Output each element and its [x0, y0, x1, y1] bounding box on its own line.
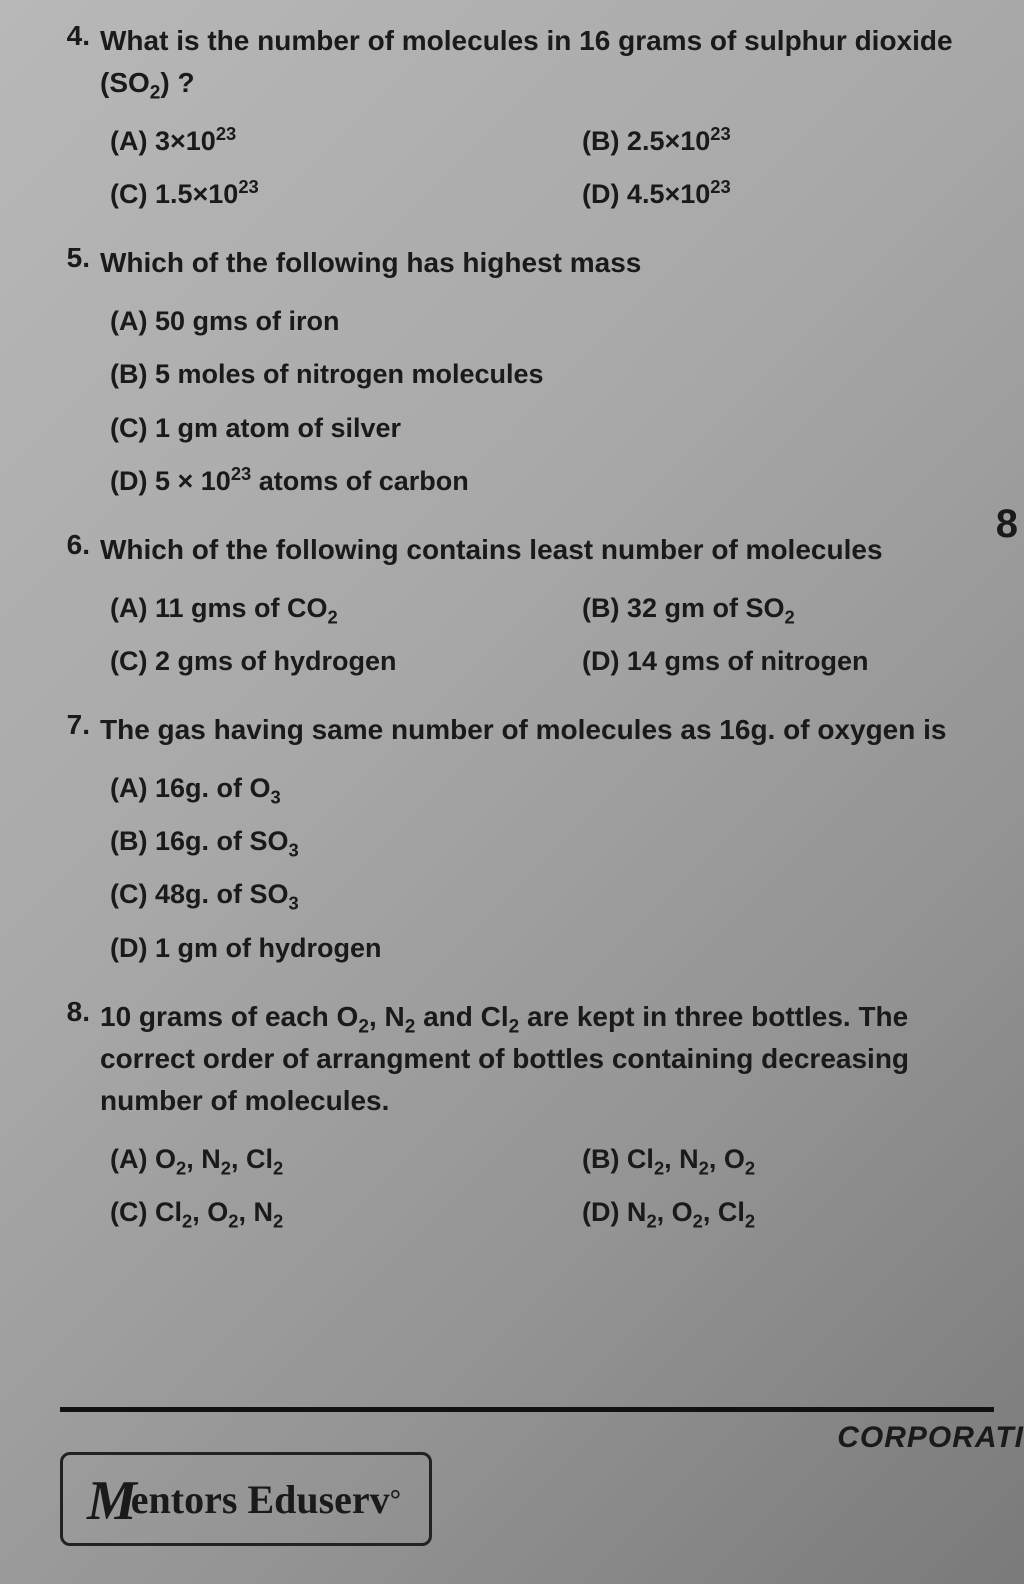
- question-stem: 10 grams of each O2, N2 and Cl2 are kept…: [100, 996, 984, 1122]
- question-number: 4.: [40, 20, 90, 52]
- options: (A) 16g. of O3 (B) 16g. of SO3 (C) 48g. of…: [110, 769, 984, 968]
- question-stem: Which of the following has highest mass: [100, 242, 984, 284]
- footer: CORPORATI Mentors Eduserv°: [60, 1407, 1024, 1546]
- logo-text: Mentors Eduserv°: [87, 1477, 401, 1522]
- option-row: (C) 2 gms of hydrogen(D) 14 gms of nitro…: [110, 642, 984, 681]
- option-row: (A) O2, N2, Cl2(B) Cl2, N2, O2: [110, 1140, 984, 1179]
- corporate-label: CORPORATI: [837, 1421, 1024, 1455]
- option-row: (A) 3×1023(B) 2.5×1023: [110, 122, 984, 161]
- option-row: (D) 1 gm of hydrogen: [110, 929, 984, 968]
- option-row: (D) 5 × 1023 atoms of carbon: [110, 462, 984, 501]
- options: (A) O2, N2, Cl2(B) Cl2, N2, O2(C) Cl2, O…: [110, 1140, 984, 1232]
- option: (D) 4.5×1023: [582, 175, 984, 214]
- question-stem: What is the number of molecules in 16 gr…: [100, 20, 984, 104]
- logo-letter-m: M: [87, 1469, 137, 1533]
- question: 7.The gas having same number of molecule…: [100, 709, 984, 968]
- option-row: (B) 5 moles of nitrogen molecules: [110, 355, 984, 394]
- option: (D) 5 × 1023 atoms of carbon: [110, 462, 984, 501]
- question-stem: Which of the following contains least nu…: [100, 529, 984, 571]
- option: (B) 5 moles of nitrogen molecules: [110, 355, 984, 394]
- option: (A) 50 gms of iron: [110, 302, 984, 341]
- option: (B) 2.5×1023: [582, 122, 984, 161]
- question: 8.10 grams of each O2, N2 and Cl2 are ke…: [100, 996, 984, 1232]
- option: (A) 11 gms of CO2: [110, 589, 582, 628]
- options: (A) 3×1023(B) 2.5×1023(C) 1.5×1023(D) 4.…: [110, 122, 984, 214]
- option-row: (C) 48g. of SO3: [110, 875, 984, 914]
- question-number: 5.: [40, 242, 90, 274]
- option-row: (B) 16g. of SO3: [110, 822, 984, 861]
- option: (B) 32 gm of SO2: [582, 589, 984, 628]
- option-row: (A) 16g. of O3: [110, 769, 984, 808]
- option: (A) 16g. of O3: [110, 769, 984, 808]
- option: (C) 1.5×1023: [110, 175, 582, 214]
- option-row: (C) Cl2, O2, N2(D) N2, O2, Cl2: [110, 1193, 984, 1232]
- question-number: 8.: [40, 996, 90, 1028]
- option: (C) Cl2, O2, N2: [110, 1193, 582, 1232]
- page: 4. What is the number of molecules in 16 …: [0, 0, 1024, 1232]
- logo-rest: entors Eduserv: [131, 1477, 390, 1522]
- option: (D) N2, O2, Cl2: [582, 1193, 984, 1232]
- option-row: (C) 1 gm atom of silver: [110, 409, 984, 448]
- question-stem: The gas having same number of molecules …: [100, 709, 984, 751]
- degree-icon: °: [390, 1485, 401, 1516]
- option: (D) 14 gms of nitrogen: [582, 642, 984, 681]
- option: (C) 48g. of SO3: [110, 875, 984, 914]
- questions-list: 4.What is the number of molecules in 16 …: [100, 20, 984, 1232]
- option-row: (A) 11 gms of CO2(B) 32 gm of SO2: [110, 589, 984, 628]
- option: (D) 1 gm of hydrogen: [110, 929, 984, 968]
- question: 5.Which of the following has highest mas…: [100, 242, 984, 501]
- option: (A) 3×1023: [110, 122, 582, 161]
- question-number: 7.: [40, 709, 90, 741]
- logo-box: Mentors Eduserv°: [60, 1452, 432, 1546]
- options: (A) 11 gms of CO2(B) 32 gm of SO2(C) 2 g…: [110, 589, 984, 681]
- option: (C) 2 gms of hydrogen: [110, 642, 582, 681]
- question: 6.Which of the following contains least …: [100, 529, 984, 681]
- question: 4.What is the number of molecules in 16 …: [100, 20, 984, 214]
- option-row: (A) 50 gms of iron: [110, 302, 984, 341]
- question-number: 6.: [40, 529, 90, 561]
- options: (A) 50 gms of iron (B) 5 moles of nitroge…: [110, 302, 984, 501]
- option: (B) Cl2, N2, O2: [582, 1140, 984, 1179]
- option: (B) 16g. of SO3: [110, 822, 984, 861]
- option-row: (C) 1.5×1023(D) 4.5×1023: [110, 175, 984, 214]
- option: (A) O2, N2, Cl2: [110, 1140, 582, 1179]
- footer-rule: [60, 1407, 994, 1412]
- option: (C) 1 gm atom of silver: [110, 409, 984, 448]
- page-side-mark: 8: [996, 502, 1018, 547]
